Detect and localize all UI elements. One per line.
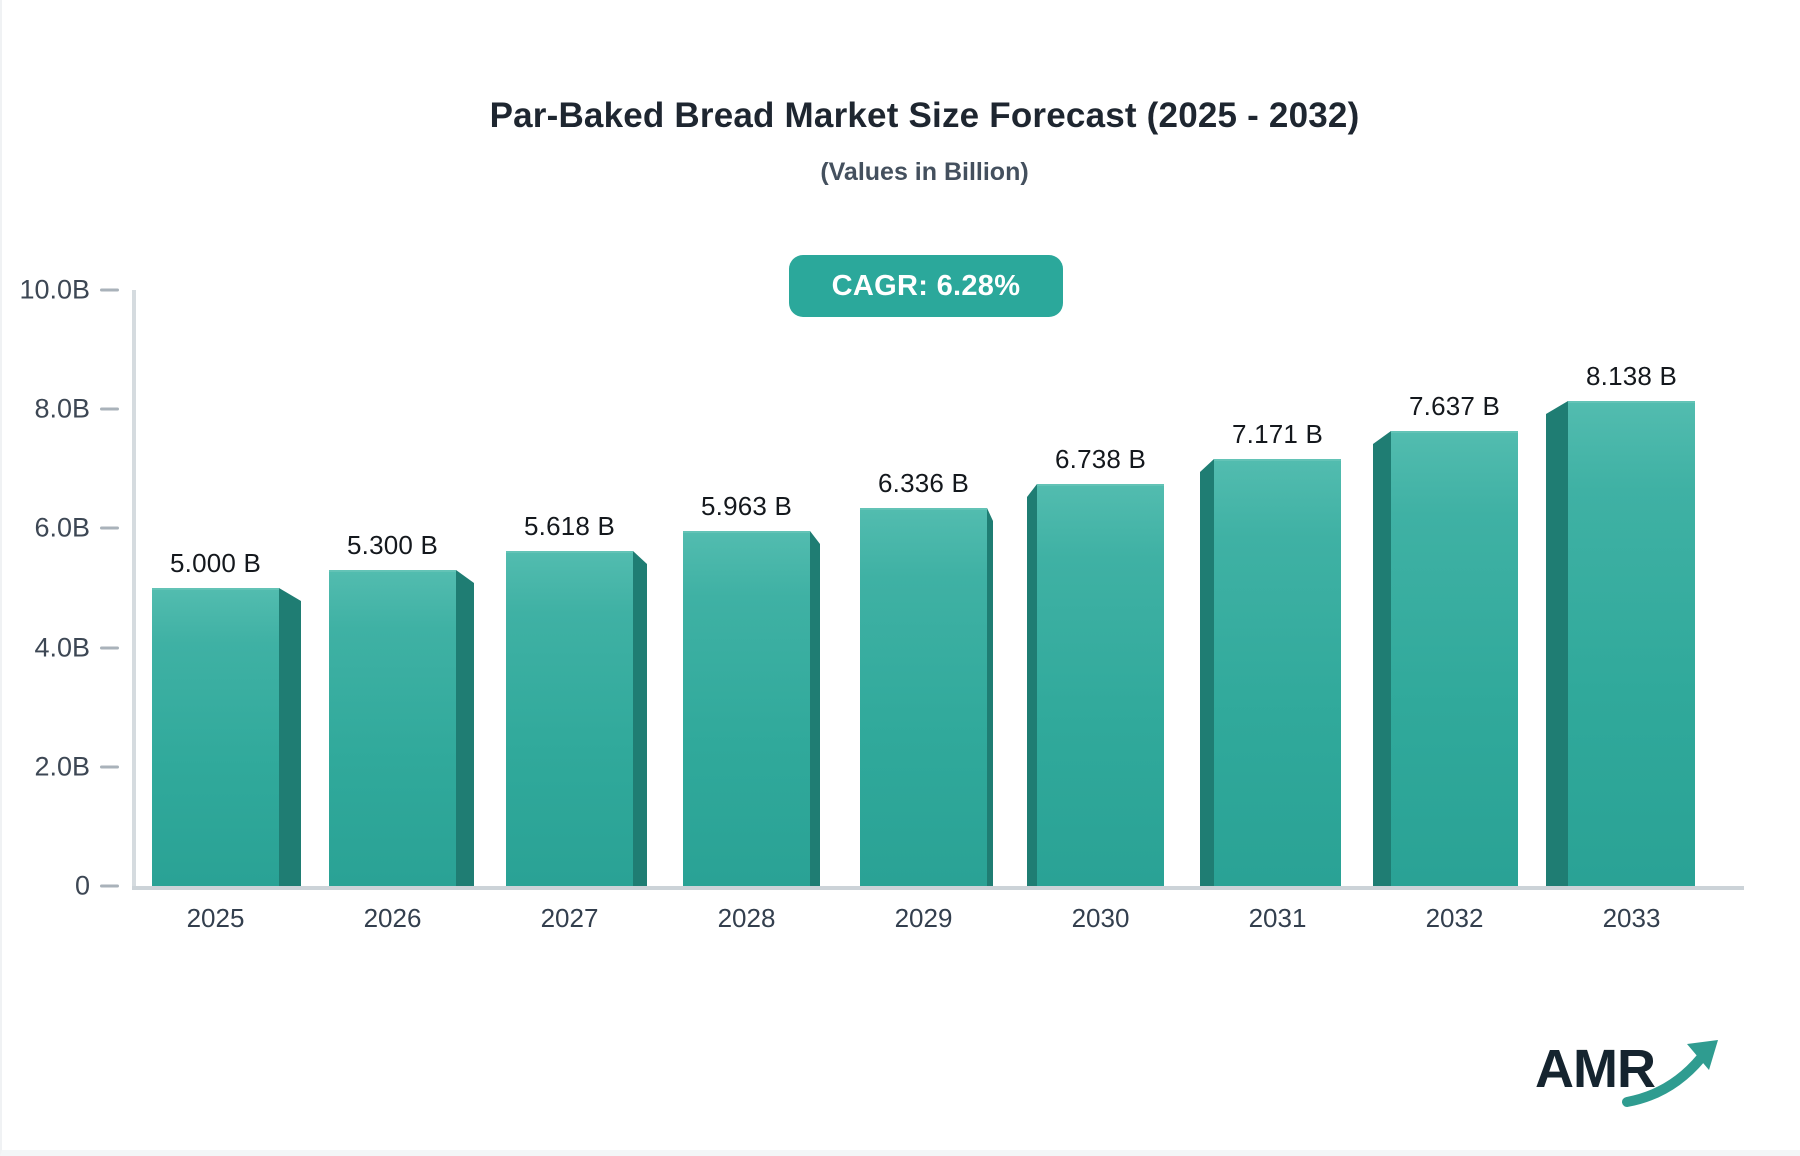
- bar-face: [506, 551, 633, 886]
- y-tick-mark: [100, 765, 119, 769]
- bar-value-label: 5.963 B: [700, 491, 793, 521]
- x-axis-year-label: 2032: [1425, 903, 1484, 933]
- x-axis-baseline: [132, 886, 1744, 890]
- x-axis-year-label: 2027: [540, 903, 599, 933]
- bar-value-label: 5.618 B: [523, 511, 616, 541]
- bar-3d-side: [987, 508, 993, 886]
- cagr-badge-label: CAGR: 6.28%: [831, 269, 1021, 302]
- y-tick-mark: [100, 407, 119, 411]
- bar-2029: [860, 508, 993, 886]
- bar-2026: [329, 570, 474, 886]
- amr-logo: AMR: [1535, 1036, 1755, 1116]
- x-axis-year-label: 2030: [1071, 903, 1130, 933]
- y-tick-mark: [100, 646, 119, 650]
- bar-value-label: 7.637 B: [1408, 391, 1501, 421]
- bar-face: [329, 570, 456, 886]
- bar-3d-side: [279, 588, 301, 886]
- bar-3d-side: [1200, 459, 1214, 886]
- y-tick-label: 8.0B: [34, 393, 90, 424]
- bar-3d-side: [1546, 401, 1568, 886]
- y-tick-label: 4.0B: [34, 632, 90, 663]
- bar-3d-side: [1027, 484, 1037, 886]
- x-axis-year-label: 2025: [186, 903, 245, 933]
- x-axis-year-label: 2028: [717, 903, 776, 933]
- bar-3d-side: [810, 531, 820, 886]
- bar-2032: [1373, 431, 1518, 886]
- bar-2025: [152, 588, 301, 886]
- y-axis-line: [132, 290, 136, 888]
- y-tick-label: 10.0B: [19, 274, 90, 305]
- bar-2030: [1027, 484, 1164, 886]
- y-tick-label: 6.0B: [34, 512, 90, 543]
- bar-2033: [1546, 401, 1695, 886]
- growth-arrow-icon: [1622, 1040, 1718, 1107]
- bar-face: [683, 531, 810, 886]
- amr-logo-text: AMR: [1535, 1039, 1656, 1099]
- bar-3d-side: [633, 551, 647, 886]
- bar-face: [860, 508, 987, 886]
- x-axis-year-label: 2029: [894, 903, 953, 933]
- y-tick-mark: [100, 526, 119, 530]
- bar-3d-side: [456, 570, 474, 886]
- bar-value-label: 8.138 B: [1585, 361, 1678, 391]
- bar-face: [1568, 401, 1695, 886]
- bar-2027: [506, 551, 647, 886]
- bar-2031: [1200, 459, 1341, 886]
- y-tick-mark: [100, 884, 119, 888]
- x-axis-year-label: 2033: [1602, 903, 1661, 933]
- cagr-badge: CAGR: 6.28%: [789, 255, 1063, 317]
- bar-face: [1214, 459, 1341, 886]
- bar-3d-side: [1373, 431, 1391, 886]
- y-tick-mark: [100, 288, 119, 292]
- x-axis-year-label: 2026: [363, 903, 422, 933]
- x-axis-year-label: 2031: [1248, 903, 1307, 933]
- y-tick-label: 0: [74, 870, 90, 901]
- chart-title: Par-Baked Bread Market Size Forecast (20…: [489, 96, 1360, 135]
- bar-value-label: 5.300 B: [346, 530, 439, 560]
- bar-value-label: 7.171 B: [1231, 419, 1324, 449]
- bar-2028: [683, 531, 820, 886]
- bar-face: [152, 588, 279, 886]
- chart-subtitle: (Values in Billion): [820, 158, 1029, 186]
- bar-value-label: 6.738 B: [1054, 444, 1147, 474]
- bar-value-label: 5.000 B: [169, 548, 262, 578]
- bar-face: [1037, 484, 1164, 886]
- chart-header: Par-Baked Bread Market Size Forecast (20…: [47, 96, 1800, 187]
- bar-face: [1391, 431, 1518, 886]
- y-tick-label: 2.0B: [34, 751, 90, 782]
- bar-value-label: 6.336 B: [877, 468, 970, 498]
